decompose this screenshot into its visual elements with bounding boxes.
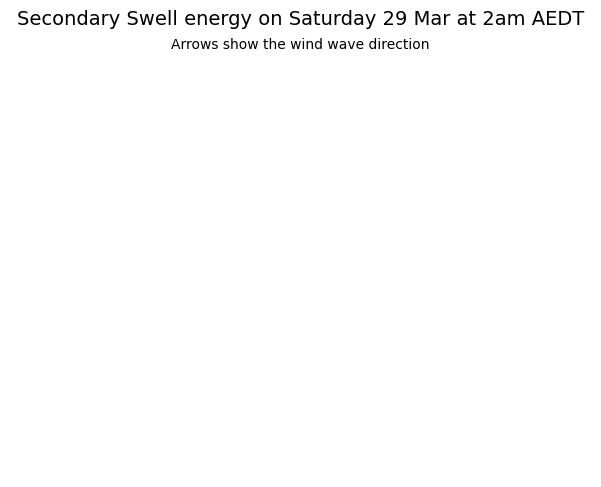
Text: Secondary Swell energy on Saturday 29 Mar at 2am AEDT: Secondary Swell energy on Saturday 29 Ma…: [17, 10, 584, 29]
Text: Arrows show the wind wave direction: Arrows show the wind wave direction: [171, 38, 430, 52]
